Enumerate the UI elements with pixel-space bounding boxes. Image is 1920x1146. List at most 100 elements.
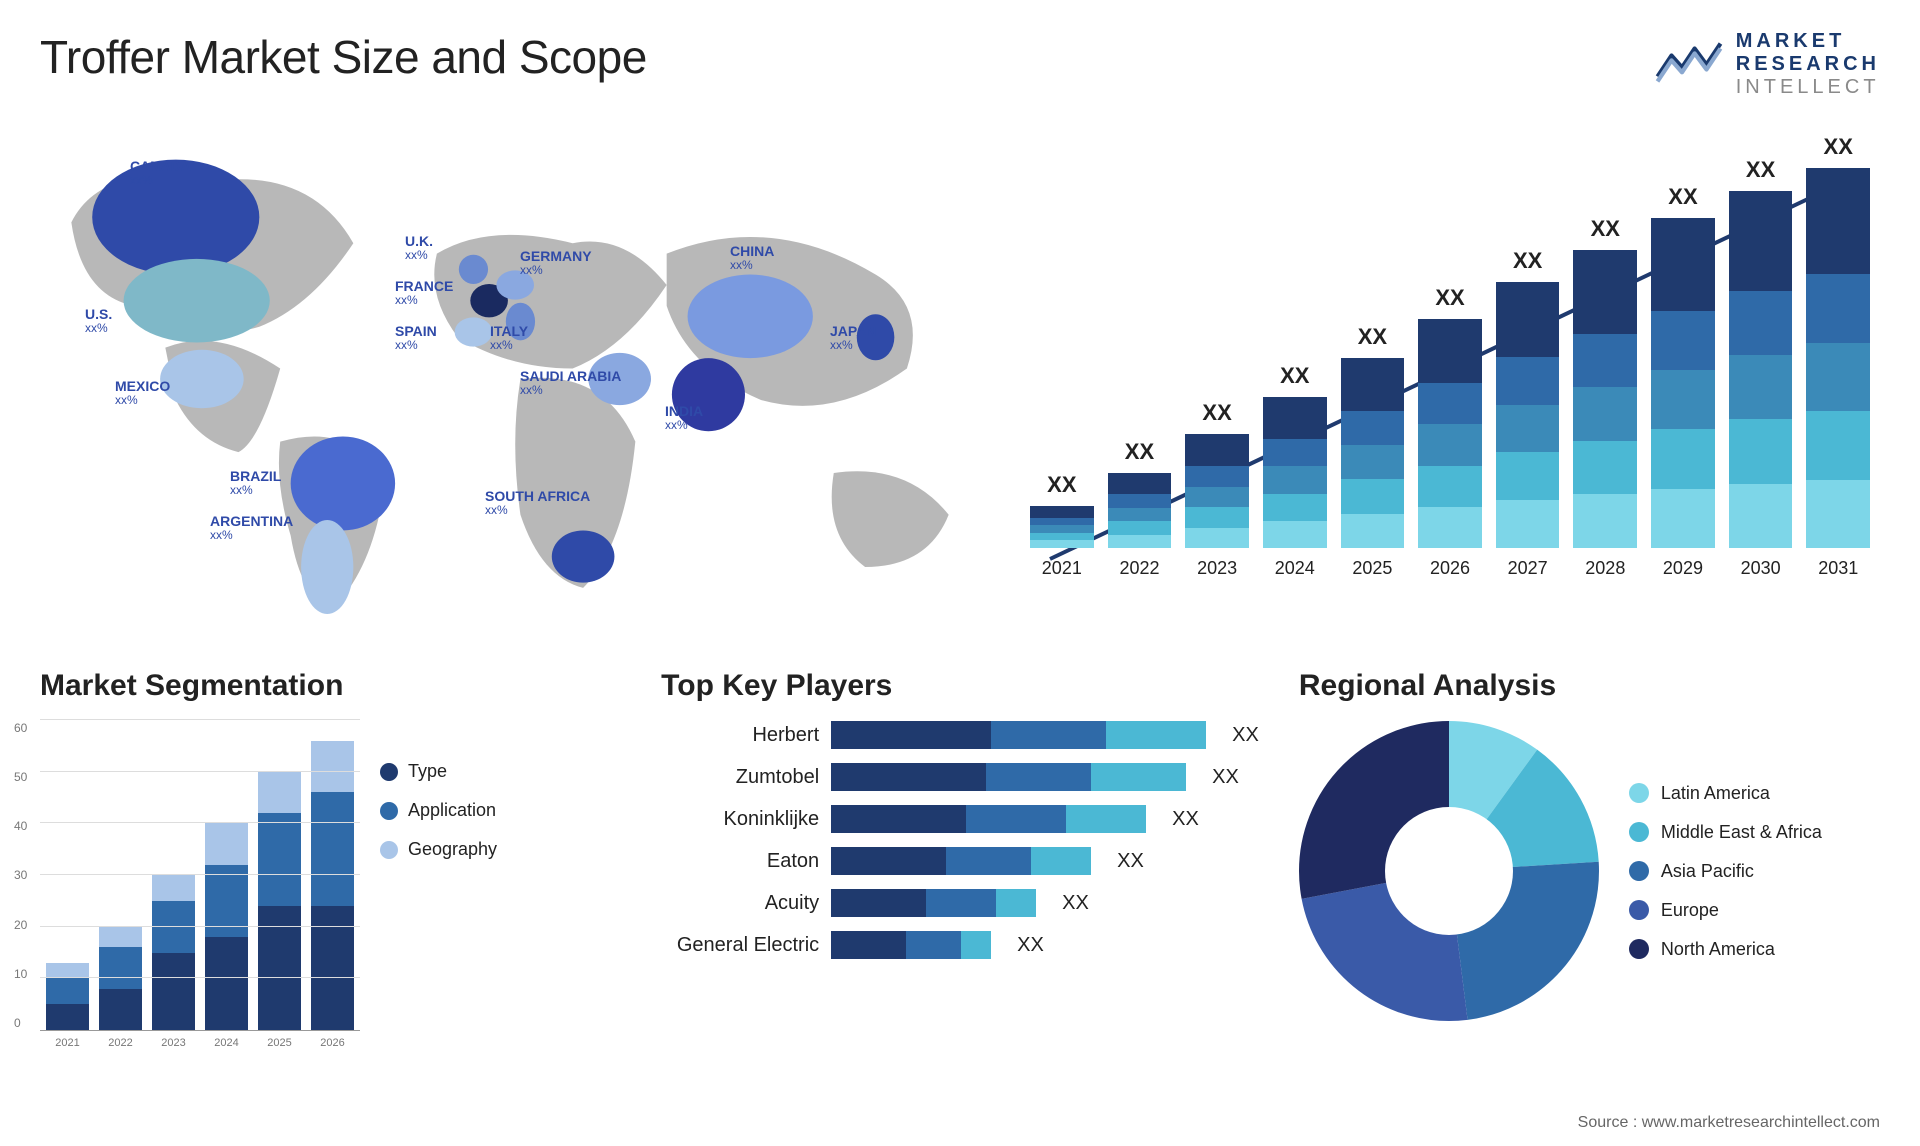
seg-seg	[99, 927, 142, 948]
keyplayer-bar	[831, 721, 1206, 749]
seg-legend-item: Application	[380, 800, 497, 821]
keyplayer-name: General Electric	[661, 934, 819, 957]
map-label-canada: CANADAxx%	[130, 159, 191, 188]
region-legend-item: Asia Pacific	[1629, 861, 1822, 882]
growth-seg	[1108, 535, 1172, 549]
keyplayer-seg	[1031, 847, 1091, 875]
growth-seg	[1496, 500, 1560, 548]
growth-seg	[1729, 191, 1793, 291]
growth-seg	[1806, 480, 1870, 548]
growth-seg	[1185, 466, 1249, 486]
growth-seg	[1806, 274, 1870, 342]
seg-seg	[152, 875, 195, 901]
growth-bar-value: XX	[1358, 324, 1387, 350]
keyplayer-value: XX	[1232, 724, 1259, 747]
seg-seg	[46, 978, 89, 1004]
growth-bar-value: XX	[1591, 216, 1620, 242]
growth-seg	[1341, 411, 1405, 445]
growth-bar-2021: XX2021	[1030, 472, 1094, 579]
keyplayer-bar	[831, 889, 1036, 917]
map-label-india: INDIAxx%	[665, 404, 703, 433]
keyplayer-seg	[831, 931, 906, 959]
map-label-u.k.: U.K.xx%	[405, 234, 433, 263]
segmentation-title: Market Segmentation	[40, 669, 621, 703]
growth-bar-2028: XX2028	[1573, 216, 1637, 579]
map-label-france: FRANCExx%	[395, 279, 453, 308]
growth-seg	[1651, 489, 1715, 548]
keyplayer-name: Eaton	[661, 850, 819, 873]
map-country-u.s.	[124, 259, 270, 343]
seg-xlabel: 2025	[258, 1037, 301, 1049]
keyplayer-seg	[906, 931, 961, 959]
growth-year-label: 2022	[1119, 558, 1159, 579]
growth-bar-value: XX	[1125, 439, 1154, 465]
region-legend-item: North America	[1629, 939, 1822, 960]
growth-chart: XX2021XX2022XX2023XX2024XX2025XX2026XX20…	[1020, 119, 1880, 639]
growth-seg	[1263, 521, 1327, 548]
keyplayer-value: XX	[1017, 934, 1044, 957]
regional-panel: Regional Analysis Latin America Middle Ea…	[1299, 669, 1880, 1049]
growth-seg	[1185, 528, 1249, 548]
keyplayer-row: KoninklijkeXX	[661, 805, 1259, 833]
growth-seg	[1729, 484, 1793, 548]
region-legend-item: Latin America	[1629, 783, 1822, 804]
map-country-argentina	[301, 520, 353, 614]
keyplayer-row: HerbertXX	[661, 721, 1259, 749]
legend-swatch	[1629, 939, 1649, 959]
keyplayer-row: Zumtobel XX	[661, 763, 1259, 791]
legend-swatch	[1629, 783, 1649, 803]
seg-bar-2023	[152, 875, 195, 1030]
seg-seg	[311, 792, 354, 906]
keyplayer-value: XX	[1172, 808, 1199, 831]
legend-label: Latin America	[1661, 783, 1770, 804]
growth-seg	[1651, 218, 1715, 310]
legend-label: North America	[1661, 939, 1775, 960]
growth-bar-2030: XX 2030	[1729, 157, 1793, 579]
growth-bar-value: XX	[1668, 184, 1697, 210]
growth-year-label: 2030	[1741, 558, 1781, 579]
seg-seg	[205, 823, 248, 864]
brand-line2: RESEARCH	[1736, 53, 1880, 76]
legend-swatch	[380, 841, 398, 859]
legend-label: Geography	[408, 839, 497, 860]
keyplayer-name: Zumtobel	[661, 766, 819, 789]
regional-title: Regional Analysis	[1299, 669, 1880, 703]
seg-seg	[152, 901, 195, 953]
growth-seg	[1418, 319, 1482, 383]
growth-seg	[1651, 429, 1715, 488]
growth-seg	[1418, 507, 1482, 548]
growth-seg	[1263, 466, 1327, 493]
keyplayer-seg	[946, 847, 1031, 875]
growth-seg	[1263, 439, 1327, 466]
keyplayer-value: XX	[1062, 892, 1089, 915]
map-label-germany: GERMANYxx%	[520, 249, 592, 278]
keyplayer-value: XX	[1212, 766, 1239, 789]
seg-legend-item: Geography	[380, 839, 497, 860]
seg-seg	[258, 772, 301, 813]
growth-bar-2031: XX2031	[1806, 134, 1870, 579]
legend-label: Middle East & Africa	[1661, 822, 1822, 843]
world-map: CANADAxx%U.S.xx%MEXICOxx%BRAZILxx%ARGENT…	[40, 119, 980, 639]
growth-seg	[1030, 518, 1094, 526]
growth-seg	[1030, 525, 1094, 533]
keyplayer-row: Eaton XX	[661, 847, 1259, 875]
keyplayer-seg	[831, 805, 966, 833]
seg-seg	[311, 741, 354, 793]
growth-seg	[1806, 411, 1870, 479]
map-label-brazil: BRAZILxx%	[230, 469, 281, 498]
growth-seg	[1651, 370, 1715, 429]
keyplayers-title: Top Key Players	[661, 669, 1259, 703]
growth-seg	[1418, 466, 1482, 507]
keyplayer-seg	[991, 721, 1106, 749]
growth-bar-2023: XX2023	[1185, 400, 1249, 579]
keyplayer-value: XX	[1117, 850, 1144, 873]
regional-donut	[1299, 721, 1599, 1021]
keyplayer-row: General Electric XX	[661, 931, 1259, 959]
seg-xlabel: 2024	[205, 1037, 248, 1049]
growth-bar-value: XX	[1746, 157, 1775, 183]
keyplayer-seg	[1106, 721, 1206, 749]
growth-seg	[1806, 343, 1870, 411]
growth-seg	[1030, 533, 1094, 541]
legend-label: Type	[408, 761, 447, 782]
keyplayer-seg	[1066, 805, 1146, 833]
